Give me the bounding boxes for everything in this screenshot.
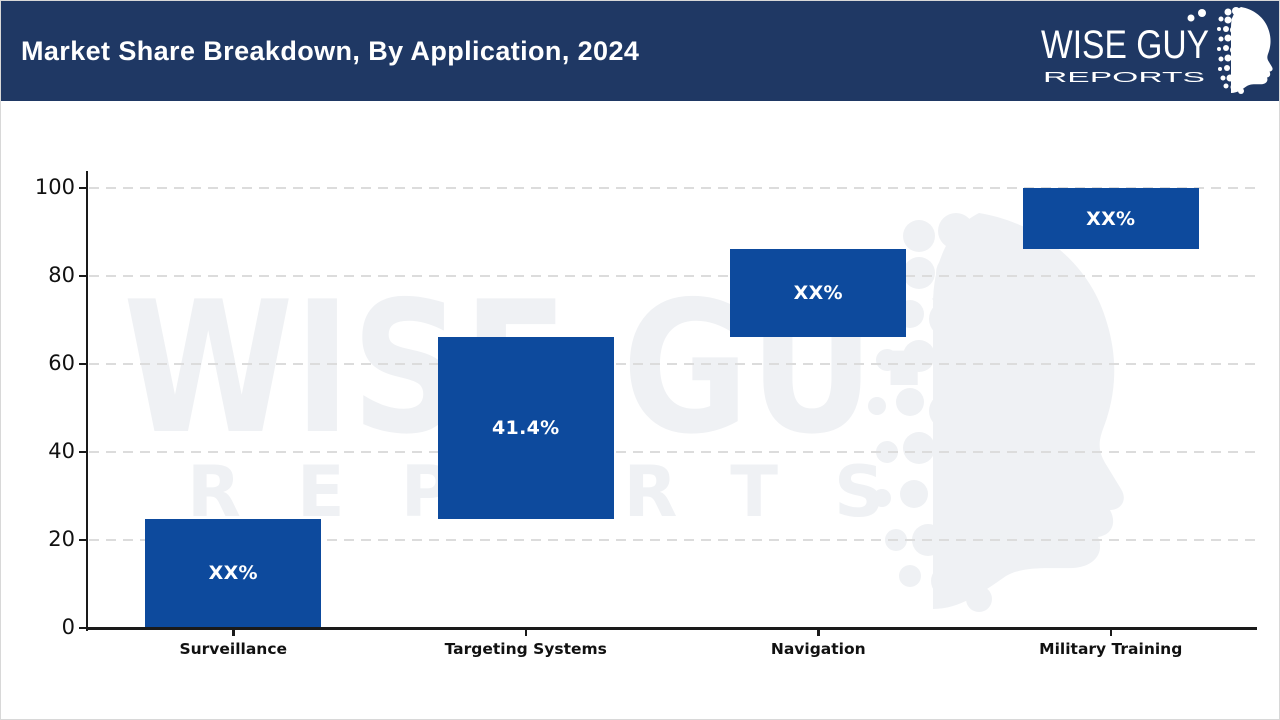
y-tick-label: 100 [34,175,75,199]
y-tick [79,362,87,366]
x-tick [817,629,820,636]
gridline [89,275,1257,277]
y-tick-label: 80 [48,263,75,287]
watermark-head-icon [868,213,1124,612]
x-category-label: Surveillance [179,640,288,658]
bar-value-label: XX% [793,281,843,304]
y-axis-line [85,171,88,631]
y-tick-label: 60 [48,351,75,375]
x-category-label: Navigation [770,640,866,658]
y-tick-label: 40 [48,439,75,463]
gridline [89,539,1257,541]
y-tick-label: 20 [48,527,75,551]
bar-segment: XX% [1022,188,1199,250]
bar-value-label: XX% [208,562,258,585]
page-title: Market Share Breakdown, By Application, … [21,35,640,66]
y-tick [79,626,87,630]
y-tick [79,186,87,190]
header-bar: Market Share Breakdown, By Application, … [1,1,1279,101]
x-tick [524,629,527,636]
y-tick [79,450,87,454]
brand-logo: WISE GUY REPORTS [1041,7,1273,94]
y-tick [79,274,87,278]
brand-subtext: REPORTS [1043,69,1205,86]
brand-wordmark: WISE GUY [1041,23,1209,67]
bar-value-label: 41.4% [492,416,560,439]
brand-dot-icon [1198,9,1206,17]
bar-segment: XX% [730,249,907,337]
y-tick-label: 0 [61,615,75,639]
x-tick [1109,629,1112,636]
bar-segment: XX% [145,518,322,628]
x-tick [232,629,235,636]
brand-dot-icon [1187,14,1195,22]
brand-head-icon [1217,7,1273,94]
y-tick [79,538,87,542]
x-axis-line [85,627,1257,630]
gridline [89,187,1257,189]
gridline [89,363,1257,365]
x-category-label: Military Training [1039,640,1183,658]
bar-segment: 41.4% [437,336,614,519]
bar-value-label: XX% [1086,207,1136,230]
x-category-label: Targeting Systems [444,640,607,658]
gridline [89,451,1257,453]
